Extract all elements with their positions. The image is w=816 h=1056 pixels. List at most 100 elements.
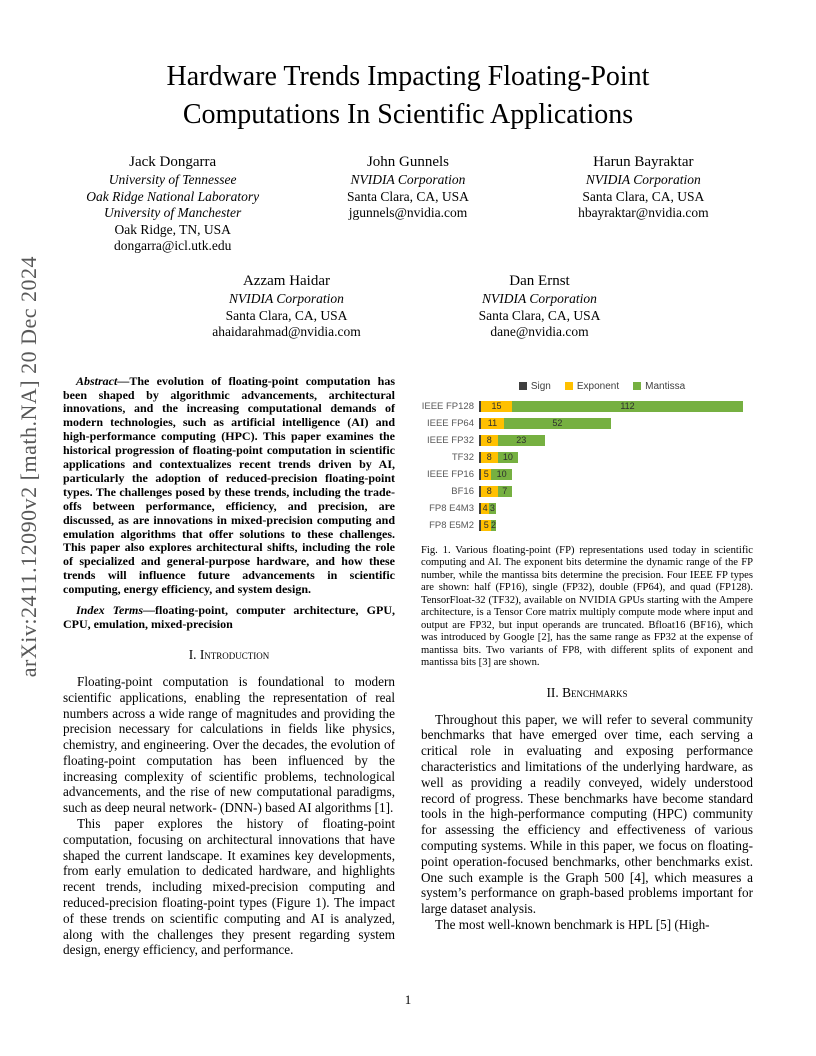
- intro-paragraph-2: This paper explores the history of float…: [63, 816, 395, 958]
- author-block-haidar: Azzam Haidar NVIDIA Corporation Santa Cl…: [160, 273, 413, 341]
- author-block-dongarra: Jack Dongarra University of Tennessee Oak…: [55, 154, 290, 255]
- bar-segment-mantissa: 10: [497, 451, 519, 463]
- author-affiliation-line: NVIDIA Corporation: [229, 291, 344, 307]
- bar-segment-exponent: 15: [481, 400, 512, 412]
- author-affiliation-line: University of Tennessee: [108, 172, 237, 188]
- paper-title-line1: Hardware Trends Impacting Floating-Point: [166, 61, 650, 92]
- bar-segment-mantissa: 112: [512, 400, 743, 412]
- chart-category-label: TF32: [451, 451, 474, 463]
- chart-row: BF16 8 7: [421, 485, 753, 497]
- benchmarks-paragraph-2: The most well-known benchmark is HPL [5]…: [435, 916, 710, 932]
- bar-segment-exponent: 11: [481, 417, 504, 429]
- chart-row: TF32 8 10: [421, 451, 753, 463]
- author-name: Azzam Haidar: [242, 272, 331, 289]
- bar-segment-mantissa: 3: [489, 502, 496, 514]
- bar-segment-mantissa: 2: [490, 519, 496, 531]
- author-block-ernst: Dan Ernst NVIDIA Corporation Santa Clara…: [413, 273, 666, 341]
- bar-segment-sign: [479, 485, 482, 497]
- fp-formats-chart: Sign Exponent Mantissa IEEE FP128 15 112 IEEE …: [421, 379, 753, 531]
- author-row-2: Azzam Haidar NVIDIA Corporation Santa Cl…: [160, 273, 666, 341]
- author-email: ahaidarahmad@nvidia.com: [212, 324, 361, 340]
- author-name: Harun Bayraktar: [593, 153, 694, 170]
- author-email: hbayraktar@nvidia.com: [578, 205, 709, 221]
- legend-item: Exponent: [564, 380, 620, 392]
- chart-row: IEEE FP32 8 23: [421, 434, 753, 446]
- bar-segment-sign: [479, 468, 482, 480]
- bar-segment-sign: [479, 417, 482, 429]
- section-heading-benchmarks: II. Benchmarks: [546, 684, 628, 700]
- chart-category-label: FP8 E5M2: [429, 519, 474, 531]
- chart-row: IEEE FP64 11 52: [421, 417, 753, 429]
- bar-segment-mantissa: 10: [491, 468, 512, 480]
- author-affiliation-line: NVIDIA Corporation: [350, 172, 466, 188]
- stacked-bar: 8 23: [479, 434, 545, 446]
- author-name: Jack Dongarra: [129, 153, 217, 170]
- author-affiliation-line: Oak Ridge National Laboratory: [86, 188, 260, 204]
- author-block-gunnels: John Gunnels NVIDIA Corporation Santa Cl…: [290, 154, 525, 255]
- legend-label: Sign: [530, 380, 551, 392]
- legend-swatch: [564, 382, 573, 391]
- arxiv-banner: arXiv:2411.12090v2 [math.NA] 20 Dec 2024: [16, 256, 41, 678]
- page-number: 1: [404, 992, 412, 1007]
- author-email: jgunnels@nvidia.com: [348, 205, 468, 221]
- stacked-bar: 15 112: [479, 400, 743, 412]
- index-terms: Index Terms—floating-point, computer arc…: [63, 603, 395, 632]
- bar-segment-sign: [479, 519, 482, 531]
- author-name: John Gunnels: [366, 153, 450, 170]
- bar-segment-exponent: 5: [481, 519, 492, 531]
- abstract-text: The evolution of floating-point computat…: [63, 373, 395, 597]
- author-email: dongarra@icl.utk.edu: [113, 238, 232, 254]
- author-affiliations: University of Tennessee Oak Ridge Nationa…: [55, 172, 290, 222]
- legend-item: Sign: [518, 380, 551, 392]
- bar-segment-sign: [479, 451, 482, 463]
- author-affiliation-line: NVIDIA Corporation: [482, 291, 597, 307]
- right-column: Sign Exponent Mantissa IEEE FP128 15 112 IEEE …: [421, 375, 753, 959]
- legend-swatch: [633, 382, 642, 391]
- benchmarks-paragraph-1: Throughout this paper, we will refer to …: [421, 711, 753, 917]
- figure-1-caption: Fig. 1. Various floating-point (FP) repr…: [421, 544, 753, 669]
- bar-segment-exponent: 8: [481, 451, 498, 463]
- author-block-bayraktar: Harun Bayraktar NVIDIA Corporation Santa…: [526, 154, 761, 255]
- author-affiliations: NVIDIA Corporation: [526, 172, 761, 189]
- author-address: Santa Clara, CA, USA: [582, 188, 705, 204]
- author-email: dane@nvidia.com: [490, 324, 589, 340]
- stacked-bar: 8 10: [479, 451, 519, 463]
- bar-segment-exponent: 4: [481, 502, 490, 514]
- paper-title: Hardware Trends Impacting Floating-Point…: [70, 58, 746, 134]
- section-heading-introduction: I. Introduction: [188, 646, 270, 662]
- bar-segment-mantissa: 7: [497, 485, 512, 497]
- author-address: Santa Clara, CA, USA: [478, 307, 601, 323]
- author-affiliations: NVIDIA Corporation: [290, 172, 525, 189]
- author-row-1: Jack Dongarra University of Tennessee Oak…: [55, 154, 761, 255]
- bar-segment-sign: [479, 400, 482, 412]
- two-column-body: Abstract—The evolution of floating-point…: [63, 373, 753, 959]
- author-affiliation-line: NVIDIA Corporation: [585, 172, 701, 188]
- bar-segment-mantissa: 52: [503, 417, 611, 429]
- chart-category-label: BF16: [451, 485, 474, 497]
- chart-category-label: IEEE FP16: [427, 468, 474, 480]
- chart-category-label: IEEE FP32: [427, 434, 474, 446]
- legend-label: Exponent: [576, 380, 620, 392]
- intro-paragraph-1: Floating-point computation is foundation…: [63, 673, 395, 816]
- stacked-bar: 5 10: [479, 468, 512, 480]
- bar-segment-exponent: 5: [481, 468, 492, 480]
- bar-segment-exponent: 8: [481, 434, 498, 446]
- bar-segment-mantissa: 23: [497, 434, 545, 446]
- index-terms-label: Index Terms—: [76, 603, 156, 618]
- author-address: Santa Clara, CA, USA: [347, 188, 469, 204]
- chart-row: FP8 E5M2 5 2: [421, 519, 753, 531]
- bar-segment-exponent: 8: [481, 485, 498, 497]
- stacked-bar: 11 52: [479, 417, 611, 429]
- chart-row: IEEE FP128 15 112: [421, 400, 753, 412]
- left-column: Abstract—The evolution of floating-point…: [63, 373, 395, 959]
- index-terms-text: floating-point, computer architecture, G…: [63, 603, 395, 631]
- abstract: Abstract—The evolution of floating-point…: [63, 373, 395, 598]
- legend-item: Mantissa: [633, 381, 685, 392]
- chart-row: IEEE FP16 5 10: [421, 468, 753, 480]
- chart-category-label: FP8 E4M3: [429, 502, 474, 514]
- chart-legend: Sign Exponent Mantissa: [451, 381, 753, 392]
- paper-title-line2: Computations In Scientific Applications: [182, 98, 634, 130]
